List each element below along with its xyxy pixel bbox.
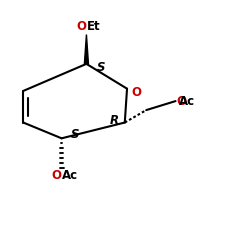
Text: O: O [76,20,86,33]
Polygon shape [84,35,89,64]
Text: O: O [52,169,62,183]
Text: O: O [176,95,186,108]
Text: S: S [71,128,79,141]
Text: O: O [131,86,141,99]
Text: Ac: Ac [62,169,78,183]
Text: Ac: Ac [179,95,195,108]
Text: Et: Et [86,20,100,33]
Text: S: S [97,61,105,74]
Text: R: R [110,114,119,127]
